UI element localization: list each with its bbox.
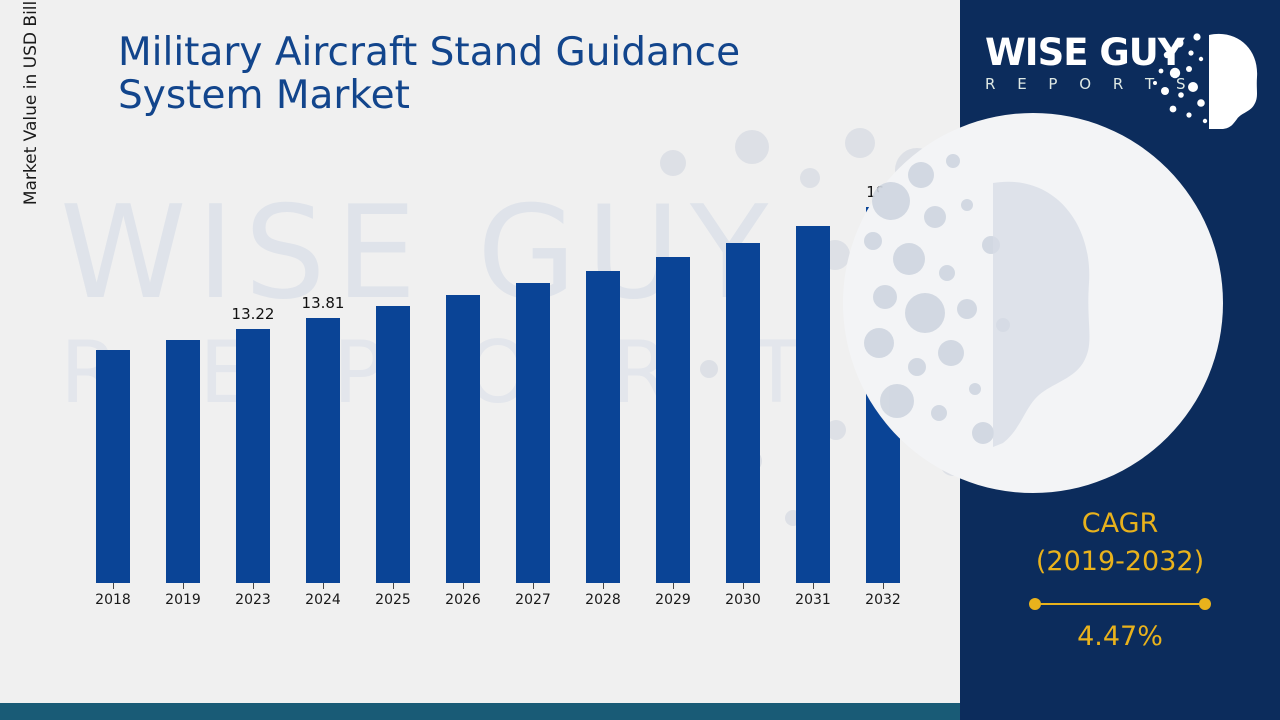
cagr-divider [1029,598,1211,610]
x-axis-tick-label: 2025 [375,592,411,608]
logo: WISE GUY R E P O R T S [985,31,1258,129]
x-axis-tick-label: 2028 [585,592,621,608]
x-axis-labels: 2018 2019 2023 2024 2025 2026 2027 2028 2029 2030… [78,592,918,614]
x-tick [778,583,848,590]
bar-slot [708,170,778,583]
bar[interactable] [516,283,550,583]
bar[interactable] [726,243,760,583]
x-axis-tick-label: 2026 [445,592,481,608]
x-axis-tick-label: 2029 [655,592,691,608]
x-axis-tick-label: 2024 [305,592,341,608]
x-axis-tick-label: 2023 [235,592,271,608]
logo-subtitle: R E P O R T S [985,75,1194,93]
head-dots-icon [1153,33,1258,129]
bar-slot [358,170,428,583]
bar-value-label: 13.22 [231,305,275,324]
cagr-block: CAGR (2019-2032) 4.47% [975,505,1265,654]
x-axis-tick-label: 2018 [95,592,131,608]
x-tick [78,583,148,590]
x-axis-tick-label: 2032 [865,592,901,608]
bar-slot [78,170,148,583]
x-axis-tick-label: 2030 [725,592,761,608]
divider-line [1035,603,1205,605]
bar[interactable] [586,270,620,583]
x-tick [148,583,218,590]
bar-slot: 13.81 [288,170,358,583]
bar-slot: 13.22 [218,170,288,583]
bar-value-label: 13.81 [301,293,345,312]
logo-wordmark: WISE GUY [985,31,1185,74]
cagr-label: CAGR [1081,508,1159,539]
x-tick [568,583,638,590]
bar-slot [568,170,638,583]
circle-backdrop [843,113,1223,493]
bar-slot [428,170,498,583]
bar-slot [498,170,568,583]
x-axis-tick-label: 2019 [165,592,201,608]
x-tick [638,583,708,590]
cagr-range: (2019-2032) [1035,546,1205,577]
bar[interactable] [796,225,830,583]
x-tick [358,583,428,590]
x-tick [428,583,498,590]
bar[interactable] [656,257,690,583]
cagr-value: 4.47% [1077,621,1163,652]
x-axis-tick-label: 2027 [515,592,551,608]
bar[interactable] [376,306,410,583]
x-tick [708,583,778,590]
bar-slot [148,170,218,583]
bar[interactable] [306,317,340,583]
bar[interactable] [96,349,130,583]
page-title: Military Aircraft Stand Guidance System … [118,30,741,118]
x-tick [218,583,288,590]
bar-slot [778,170,848,583]
x-axis-ticks [78,583,918,590]
x-tick [498,583,568,590]
bar[interactable] [446,294,480,583]
x-tick [288,583,358,590]
bar-slot [638,170,708,583]
x-axis-tick-label: 2031 [795,592,831,608]
y-axis-label: Market Value in USD Billion [21,0,41,206]
bar[interactable] [236,329,270,583]
bottom-accent-strip [0,703,960,720]
x-tick [848,583,918,590]
divider-dot-right [1199,598,1211,610]
bar[interactable] [166,340,200,583]
